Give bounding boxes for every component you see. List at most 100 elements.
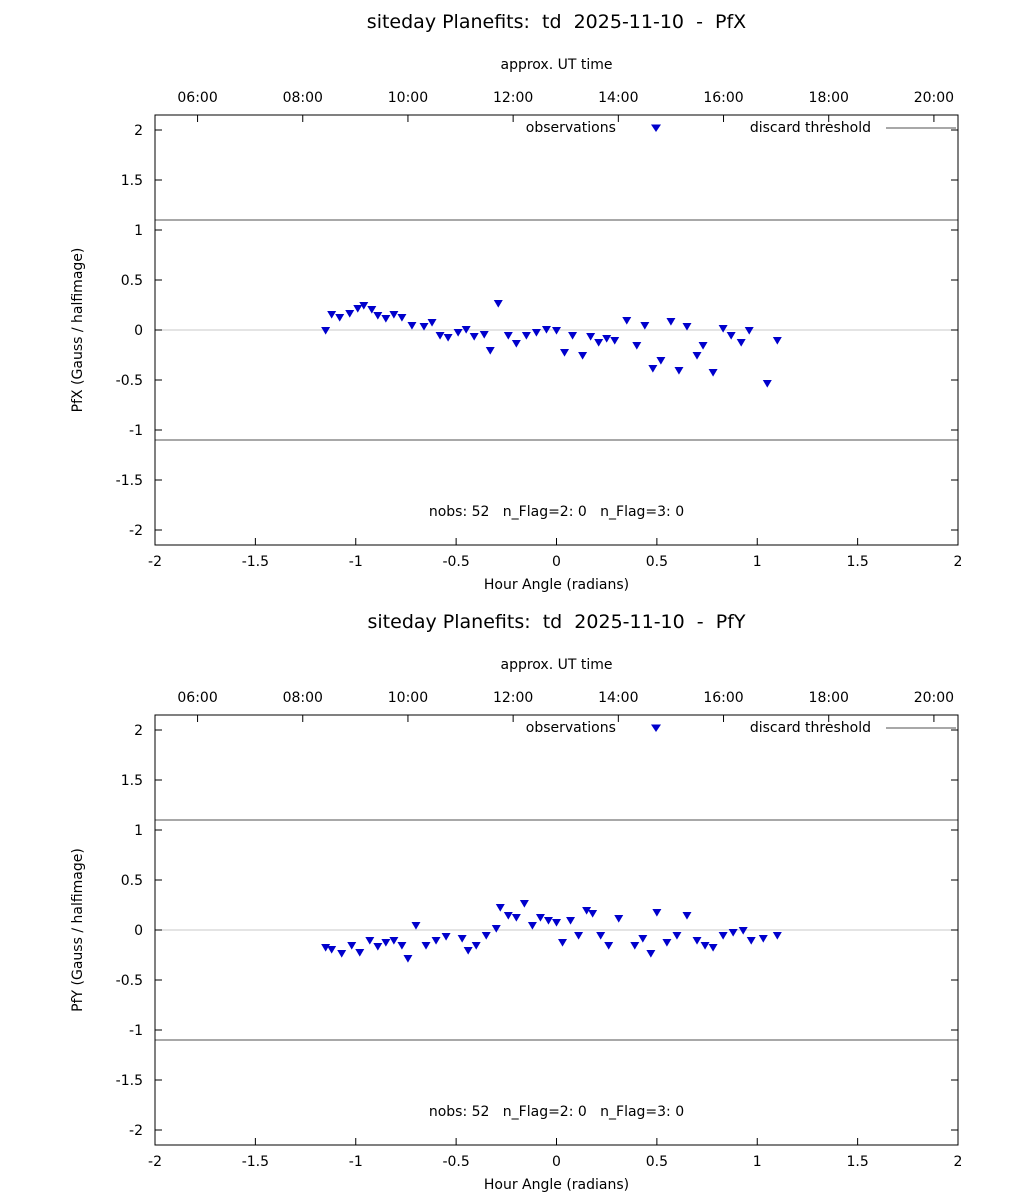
data-point-marker — [337, 950, 347, 958]
x-tick-label: -1.5 — [242, 1154, 269, 1170]
threshold-line-swatch — [886, 127, 956, 129]
pfx-x-axis-label: Hour Angle (radians) — [483, 577, 630, 593]
x-tick-label: 0.5 — [646, 1154, 668, 1170]
ut-tick-label: 06:00 — [177, 90, 217, 106]
data-point-marker — [531, 329, 541, 337]
data-point-marker — [367, 306, 377, 314]
x-tick-label: -0.5 — [442, 1154, 469, 1170]
x-tick-label: 1.5 — [846, 554, 868, 570]
data-point-marker — [493, 300, 503, 308]
triangle-down-icon — [650, 124, 661, 132]
y-tick-label: -1 — [129, 423, 143, 439]
chart-pfy: siteday Planefits: td 2025-11-10 - PfY a… — [0, 600, 1024, 1200]
data-point-marker — [718, 325, 728, 333]
y-tick-label: 1 — [134, 823, 143, 839]
data-point-marker — [674, 367, 684, 375]
data-point-marker — [427, 319, 437, 327]
data-point-marker — [568, 332, 578, 340]
y-tick-label: 2 — [134, 723, 143, 739]
ut-tick-label: 14:00 — [598, 90, 638, 106]
pfx-ut-axis-label: approx. UT time — [500, 57, 613, 73]
data-point-marker — [359, 302, 369, 310]
data-point-marker — [535, 914, 545, 922]
data-point-marker — [610, 337, 620, 345]
ut-tick-label: 16:00 — [703, 690, 743, 706]
data-point-marker — [726, 332, 736, 340]
ut-tick-label: 20:00 — [914, 90, 954, 106]
legend-observations-label: observations — [525, 720, 616, 736]
y-tick-label: 1 — [134, 223, 143, 239]
pfy-chart-title: siteday Planefits: td 2025-11-10 - PfY — [367, 611, 746, 633]
data-point-marker — [622, 317, 632, 325]
ut-tick-label: 14:00 — [598, 690, 638, 706]
data-point-marker — [558, 939, 568, 947]
data-point-marker — [503, 912, 513, 920]
ut-tick-label: 20:00 — [914, 690, 954, 706]
y-tick-label: -2 — [129, 523, 143, 539]
y-tick-label: -0.5 — [116, 973, 143, 989]
pfy-legend: observations discard threshold — [526, 719, 956, 737]
data-point-marker — [700, 942, 710, 950]
data-point-marker — [652, 909, 662, 917]
data-point-marker — [602, 335, 612, 343]
data-point-marker — [431, 937, 441, 945]
x-tick-label: 1.5 — [846, 1154, 868, 1170]
data-point-marker — [321, 327, 331, 335]
data-point-marker — [381, 939, 391, 947]
data-point-marker — [495, 904, 505, 912]
data-point-marker — [718, 932, 728, 940]
data-point-marker — [527, 922, 537, 930]
data-point-marker — [463, 947, 473, 955]
data-point-marker — [596, 932, 606, 940]
x-tick-label: -1 — [349, 554, 363, 570]
triangle-down-icon — [650, 724, 661, 732]
data-point-marker — [578, 352, 588, 360]
data-point-marker — [586, 333, 596, 341]
data-point-marker — [738, 927, 748, 935]
data-point-marker — [728, 929, 738, 937]
x-tick-label: 2 — [954, 554, 963, 570]
data-point-marker — [594, 339, 604, 347]
data-point-marker — [588, 910, 598, 918]
pfy-plot-area: -2 -1.5 -1 -0.5 0 0.5 1 1.5 2 -2 -1.5 -1 -0.5 0 0.5 1 1.… — [116, 690, 963, 1170]
data-point-marker — [441, 933, 451, 941]
data-point-marker — [403, 955, 413, 963]
data-point-marker — [355, 949, 365, 957]
y-tick-label: -2 — [129, 1123, 143, 1139]
data-point-marker — [407, 322, 417, 330]
data-point-marker — [443, 334, 453, 342]
ut-tick-label: 08:00 — [283, 90, 323, 106]
data-point-marker — [491, 925, 501, 933]
data-point-marker — [521, 332, 531, 340]
data-point-marker — [574, 932, 584, 940]
x-tick-label: -1.5 — [242, 554, 269, 570]
data-point-marker — [758, 935, 768, 943]
y-tick-label: 1.5 — [121, 773, 143, 789]
data-point-marker — [744, 327, 754, 335]
plot-border — [154, 714, 959, 1146]
x-tick-label: -0.5 — [442, 554, 469, 570]
data-point-marker — [347, 942, 357, 950]
data-point-marker — [485, 347, 495, 355]
chart-pfx: siteday Planefits: td 2025-11-10 - PfX a… — [70, 11, 963, 593]
legend-threshold-label: discard threshold — [749, 120, 871, 136]
data-point-marker — [453, 329, 463, 337]
data-point-marker — [511, 914, 521, 922]
data-point-marker — [682, 912, 692, 920]
data-point-marker — [638, 935, 648, 943]
data-point-marker — [666, 318, 676, 326]
y-tick-label: -1 — [129, 1023, 143, 1039]
data-point-marker — [772, 337, 782, 345]
legend-threshold-label: discard threshold — [749, 720, 871, 736]
ut-tick-label: 08:00 — [283, 690, 323, 706]
y-tick-label: 0.5 — [121, 873, 143, 889]
data-point-marker — [421, 942, 431, 950]
y-tick-label: 0 — [134, 923, 143, 939]
y-tick-label: -0.5 — [116, 373, 143, 389]
data-point-marker — [582, 907, 592, 915]
data-point-marker — [560, 349, 570, 357]
data-point-marker — [632, 342, 642, 350]
data-point-marker — [397, 314, 407, 322]
data-point-marker — [321, 944, 331, 952]
ut-tick-label: 16:00 — [703, 90, 743, 106]
